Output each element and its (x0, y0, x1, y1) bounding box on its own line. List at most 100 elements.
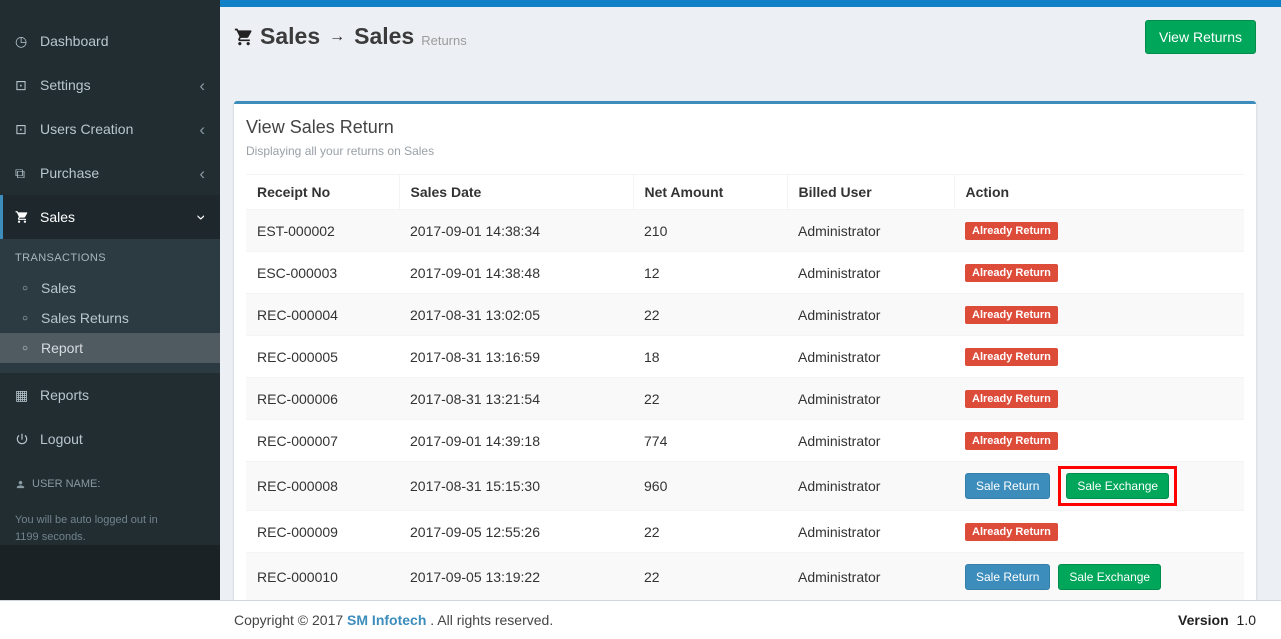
card-subtitle: Displaying all your returns on Sales (246, 144, 435, 158)
sidebar-item-reports[interactable]: ▦ Reports (0, 373, 220, 417)
sidebar-nav: ◷ Dashboard ⊡ Settings ‹ ⊡ Users Creatio… (0, 0, 220, 546)
sales-date-cell: 2017-09-05 13:19:22 (399, 552, 633, 600)
sales-return-card: View Sales Return Displaying all your re… (234, 101, 1256, 600)
monitor-icon: ⊡ (15, 76, 27, 93)
column-header-billed-user: Billed User (787, 174, 955, 210)
receipt-no-cell: REC-000006 (246, 377, 399, 420)
sidebar: ◷ Dashboard ⊡ Settings ‹ ⊡ Users Creatio… (0, 0, 220, 600)
chevron-left-icon: ‹ (199, 75, 205, 95)
sales-date-cell: 2017-09-01 14:38:48 (399, 251, 633, 294)
sidebar-item-purchase[interactable]: ⧉ Purchase ‹ (0, 151, 220, 195)
table-row: REC-000004 2017-08-31 13:02:05 22 Administr… (246, 293, 1244, 336)
sale-exchange-button[interactable]: Sale Exchange (1066, 473, 1170, 500)
user-section: USER NAME: You will be auto logged out i… (0, 461, 220, 546)
billed-user-cell: Administrator (787, 419, 954, 462)
already-return-badge: Already Return (965, 264, 1058, 282)
sale-return-button[interactable]: Sale Return (965, 564, 1051, 590)
sale-exchange-button[interactable]: Sale Exchange (1058, 564, 1162, 590)
auto-logout-notice: You will be auto logged out in 1199 seco… (15, 514, 158, 544)
receipt-no-cell: ESC-000003 (246, 251, 399, 294)
table-row: REC-000005 2017-08-31 13:16:59 18 Administr… (246, 335, 1244, 378)
action-cell: Sale Return Sale Exchange (954, 552, 1244, 600)
submenu-item-sales[interactable]: ○ Sales (0, 273, 220, 303)
already-return-badge: Already Return (965, 432, 1058, 450)
power-icon (15, 432, 40, 446)
chevron-left-icon: ‹ (199, 163, 205, 183)
sidebar-item-label: Sales (40, 209, 76, 225)
circle-icon: ○ (22, 312, 29, 324)
net-amount-cell: 774 (633, 419, 787, 462)
cart-icon (234, 27, 254, 47)
table-grid-icon: ▦ (15, 386, 29, 403)
chevron-down-icon: › (192, 214, 212, 220)
table-row: REC-000008 2017-08-31 15:15:30 960 Administ… (246, 461, 1244, 511)
submenu-item-sales-returns[interactable]: ○ Sales Returns (0, 303, 220, 333)
table-row: REC-000006 2017-08-31 13:21:54 22 Administr… (246, 377, 1244, 420)
already-return-badge: Already Return (965, 222, 1058, 240)
copyright-prefix: Copyright © 2017 (234, 612, 348, 628)
already-return-badge: Already Return (965, 348, 1058, 366)
monitor-icon: ⊡ (15, 120, 27, 137)
user-icon (15, 478, 26, 490)
receipt-no-cell: REC-000010 (246, 552, 399, 600)
sale-return-button[interactable]: Sale Return (965, 473, 1051, 499)
already-return-badge: Already Return (965, 390, 1058, 408)
net-amount-cell: 12 (633, 251, 787, 294)
action-cell: Sale Return Sale Exchange (954, 461, 1244, 511)
billed-user-cell: Administrator (787, 293, 954, 336)
table-row: EST-000002 2017-09-01 14:38:34 210 Administ… (246, 209, 1244, 252)
submenu-item-label: Sales (41, 280, 77, 296)
sidebar-item-logout[interactable]: Logout (0, 417, 220, 461)
receipt-no-cell: REC-000007 (246, 419, 399, 462)
sales-returns-table-body: EST-000002 2017-09-01 14:38:34 210 Administ… (246, 209, 1244, 600)
submenu-item-label: Sales Returns (41, 310, 129, 326)
submenu-item-report[interactable]: ○ Report (0, 333, 220, 363)
user-name-label: USER NAME: (32, 478, 101, 490)
sidebar-item-label: Users Creation (40, 121, 134, 137)
sidebar-item-settings[interactable]: ⊡ Settings ‹ (0, 63, 220, 107)
submenu-item-label: Report (41, 340, 84, 356)
sales-date-cell: 2017-09-05 12:55:26 (399, 510, 633, 553)
table-row: ESC-000003 2017-09-01 14:38:48 12 Administr… (246, 251, 1244, 294)
sales-date-cell: 2017-08-31 13:21:54 (399, 377, 633, 420)
sidebar-item-users-creation[interactable]: ⊡ Users Creation ‹ (0, 107, 220, 151)
sidebar-item-sales[interactable]: Sales › (0, 195, 220, 239)
action-cell: Already Return (954, 377, 1244, 420)
net-amount-cell: 22 (633, 552, 787, 600)
receipt-no-cell: REC-000009 (246, 510, 399, 553)
chevron-left-icon: ‹ (199, 119, 205, 139)
sales-date-cell: 2017-08-31 15:15:30 (399, 461, 633, 511)
sidebar-item-label: Settings (40, 77, 91, 93)
card-title: View Sales Return (246, 117, 394, 137)
sales-date-cell: 2017-08-31 13:16:59 (399, 335, 633, 378)
net-amount-cell: 22 (633, 377, 787, 420)
column-header-sales-date: Sales Date (399, 174, 634, 210)
sales-date-cell: 2017-09-01 14:38:34 (399, 209, 633, 252)
copyright-text: Copyright © 2017 SM Infotech . All right… (234, 612, 553, 628)
content-header: Sales → Sales Returns View Returns (220, 7, 1281, 101)
action-cell: Already Return (954, 251, 1244, 294)
receipt-no-cell: REC-000008 (246, 461, 399, 511)
sidebar-item-label: Dashboard (40, 33, 109, 49)
column-header-net-amount: Net Amount (633, 174, 788, 210)
view-returns-button[interactable]: View Returns (1144, 20, 1256, 54)
sidebar-item-label: Purchase (40, 165, 100, 181)
brand-link[interactable]: SM Infotech (347, 612, 427, 628)
table-wrap: Receipt No Sales Date Net Amount Billed … (234, 164, 1256, 600)
top-accent-bar (220, 0, 1281, 7)
sidebar-item-label: Logout (40, 431, 83, 447)
dashboard-icon: ◷ (15, 32, 28, 49)
already-return-badge: Already Return (965, 306, 1058, 324)
already-return-badge: Already Return (965, 523, 1058, 541)
sales-date-cell: 2017-08-31 13:02:05 (399, 293, 633, 336)
action-cell: Already Return (954, 293, 1244, 336)
receipt-no-cell: EST-000002 (246, 209, 399, 252)
receipt-no-cell: REC-000005 (246, 335, 399, 378)
receipt-no-cell: REC-000004 (246, 293, 399, 336)
highlight-box: Sale Exchange (1058, 466, 1178, 507)
user-name-label-row: USER NAME: (15, 478, 205, 490)
copy-icon: ⧉ (15, 164, 25, 181)
table-row: REC-000007 2017-09-01 14:39:18 774 Administ… (246, 419, 1244, 462)
sales-submenu: TRANSACTIONS ○ Sales ○ Sales Returns ○ R… (0, 239, 220, 373)
sidebar-item-dashboard[interactable]: ◷ Dashboard (0, 19, 220, 63)
